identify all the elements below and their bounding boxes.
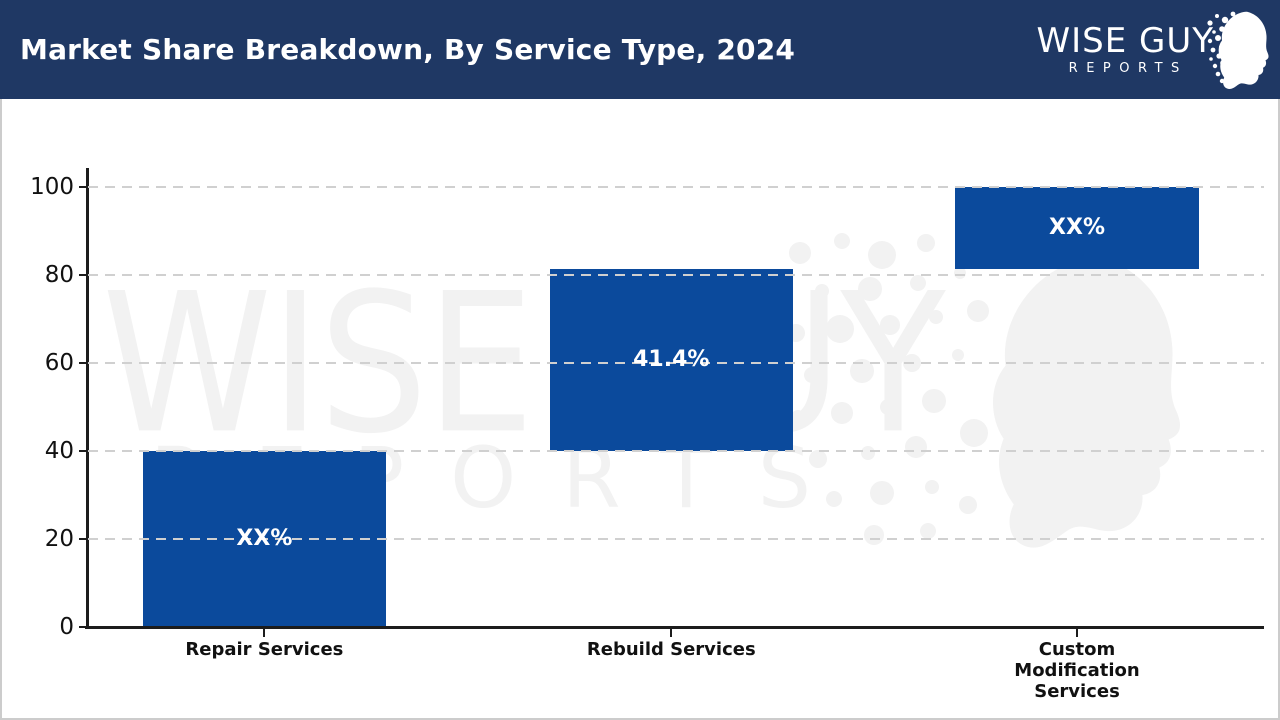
y-tick-mark: [79, 626, 88, 628]
x-tick-label-line: Rebuild Services: [586, 639, 756, 660]
y-tick-mark: [79, 538, 88, 540]
y-tick-mark: [79, 450, 88, 452]
wise-guy-logo: WISE GUY REPORTS: [1036, 4, 1270, 96]
gridline-60: [88, 362, 1264, 364]
gridline-20: [88, 538, 1264, 540]
bar-value-label-rebuild-services: 41.4%: [633, 346, 710, 372]
bar-custom-modification-services: [955, 187, 1199, 269]
x-tick-label-repair-services: Repair Services: [164, 639, 364, 660]
logo-head-profile-icon: [1207, 11, 1269, 90]
y-tick-mark: [79, 274, 88, 276]
x-tick-label-line: Modification: [1014, 660, 1140, 681]
x-tick-mark: [263, 629, 266, 637]
x-tick-label-line: Repair Services: [185, 639, 344, 660]
x-tick-label-line: Services: [1034, 681, 1120, 702]
y-axis-line: [86, 168, 89, 629]
chart-title: Market Share Breakdown, By Service Type,…: [20, 33, 796, 66]
logo-wordmark-primary: WISE GUY: [1036, 21, 1214, 61]
gridline-40: [88, 450, 1264, 452]
y-tick-label-60: 60: [44, 350, 74, 376]
x-tick-label-custom-modification-services: Custom Modification Services: [977, 639, 1177, 702]
y-tick-label-40: 40: [44, 438, 74, 464]
header-bar: Market Share Breakdown, By Service Type,…: [0, 0, 1280, 99]
y-tick-label-100: 100: [30, 174, 74, 200]
bar-value-label-custom-modification-services: XX%: [1049, 214, 1105, 240]
logo-wordmark: WISE GUY REPORTS: [1036, 24, 1214, 76]
y-tick-label-0: 0: [59, 614, 74, 640]
y-tick-label-20: 20: [44, 526, 74, 552]
x-tick-mark: [670, 629, 673, 637]
y-tick-label-80: 80: [44, 262, 74, 288]
x-tick-mark: [1076, 629, 1079, 637]
y-tick-mark: [79, 186, 88, 188]
x-tick-label-rebuild-services: Rebuild Services: [571, 639, 771, 660]
x-tick-label-line: Custom: [1038, 639, 1116, 660]
gridline-100: [88, 186, 1264, 188]
bar-rebuild-services: [549, 268, 793, 451]
x-axis-line: [85, 626, 1264, 629]
logo-wordmark-secondary: REPORTS: [1068, 61, 1188, 76]
bar-value-label-repair-services: XX%: [236, 526, 293, 551]
watermark-head-profile-icon: [787, 233, 1181, 548]
y-tick-mark: [79, 362, 88, 364]
gridline-80: [88, 274, 1264, 276]
